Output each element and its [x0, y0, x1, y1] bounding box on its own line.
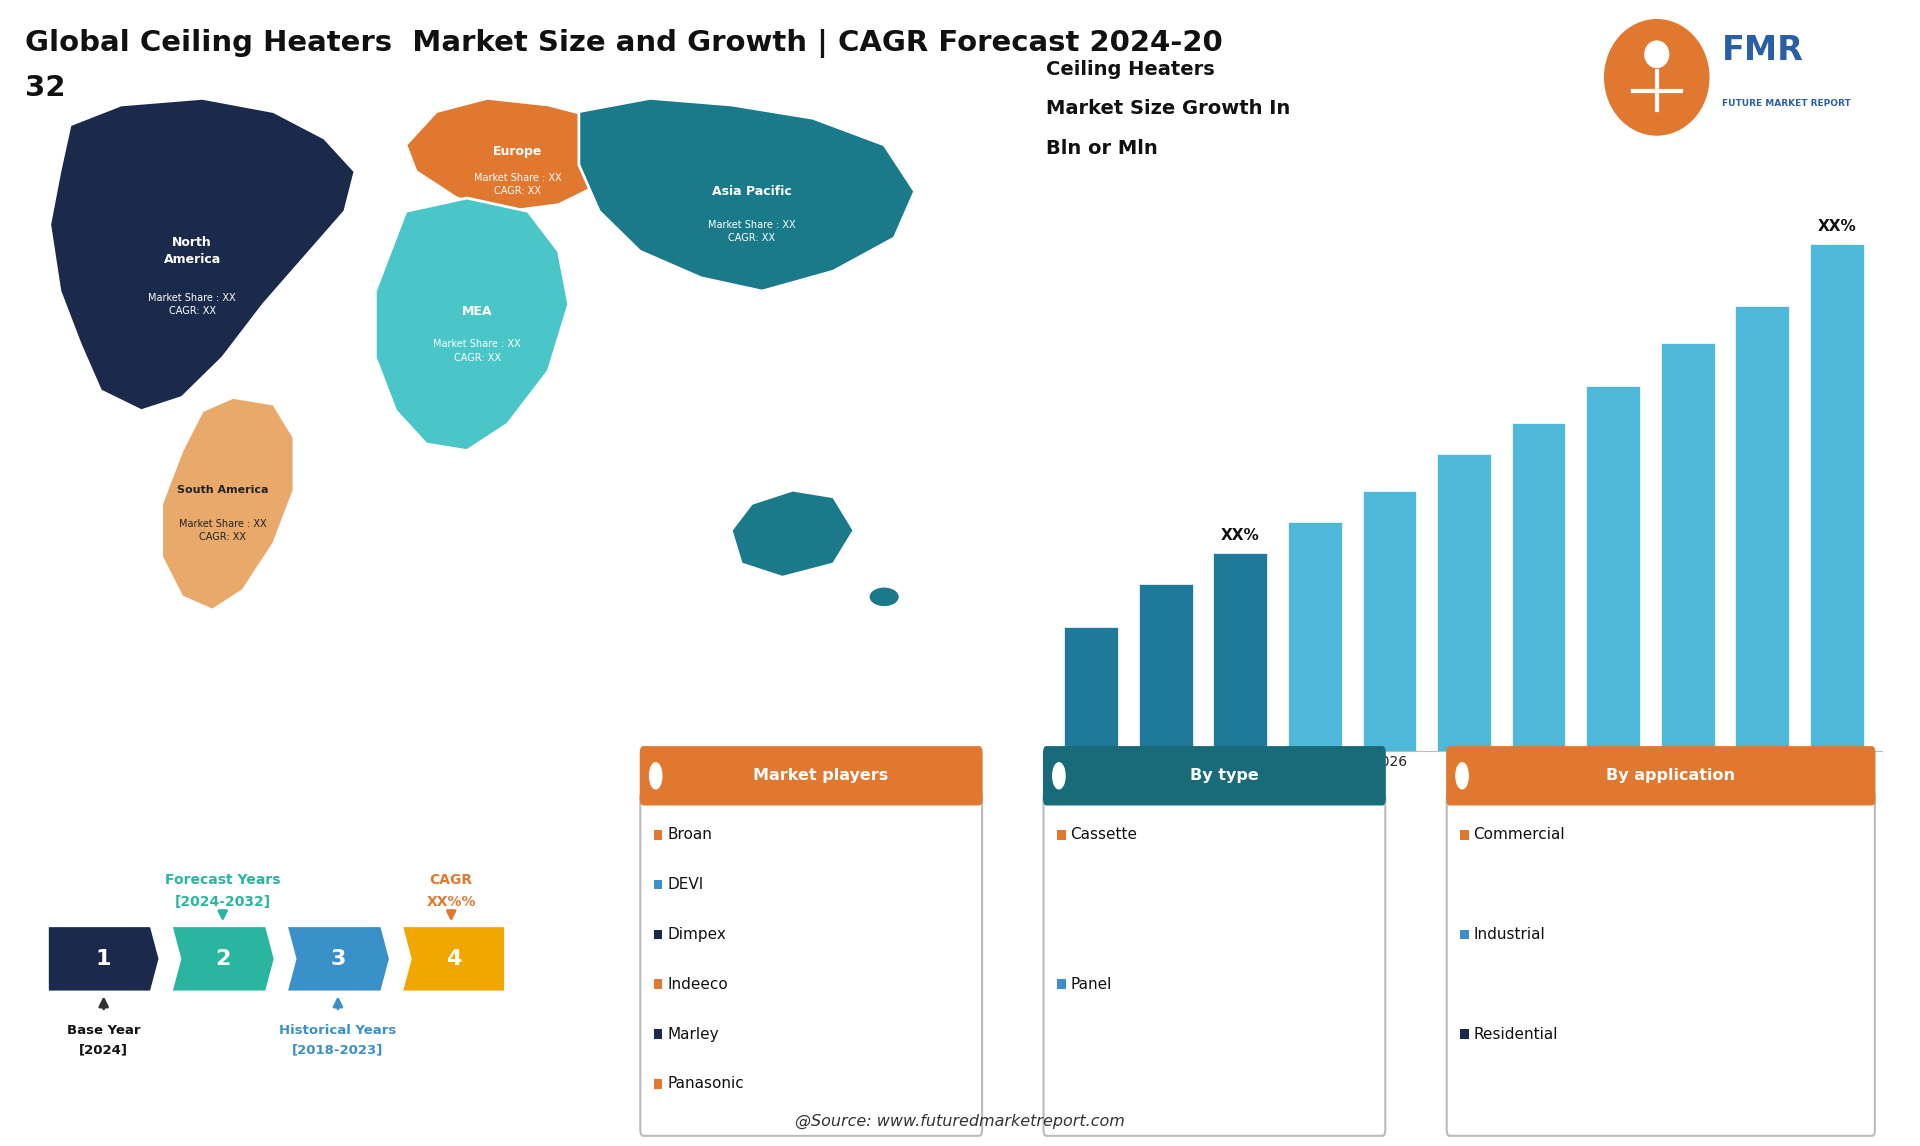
Polygon shape	[171, 926, 275, 991]
Circle shape	[1052, 763, 1066, 788]
Bar	[1288, 521, 1342, 751]
Text: Indeeco: Indeeco	[668, 976, 728, 991]
Text: Cassette: Cassette	[1069, 827, 1137, 842]
Text: 1: 1	[96, 949, 111, 968]
Text: By application: By application	[1605, 768, 1736, 783]
Text: Europe: Europe	[493, 146, 543, 158]
Text: XX%%: XX%%	[426, 895, 476, 909]
Polygon shape	[732, 490, 854, 576]
Text: Commercial: Commercial	[1475, 827, 1565, 842]
Text: 2: 2	[215, 949, 230, 968]
Polygon shape	[580, 99, 914, 291]
Text: [2024]: [2024]	[79, 1044, 129, 1057]
Bar	[1139, 583, 1192, 751]
Polygon shape	[161, 398, 294, 610]
FancyBboxPatch shape	[653, 980, 662, 989]
Circle shape	[870, 587, 899, 607]
FancyBboxPatch shape	[1446, 792, 1874, 1136]
FancyBboxPatch shape	[1056, 830, 1066, 840]
Text: Market Size Growth In: Market Size Growth In	[1046, 99, 1290, 118]
Text: Market Share : XX
CAGR: XX: Market Share : XX CAGR: XX	[474, 173, 563, 196]
FancyBboxPatch shape	[1459, 929, 1469, 940]
Polygon shape	[48, 926, 159, 991]
Text: FUTURE MARKET REPORT: FUTURE MARKET REPORT	[1722, 100, 1851, 108]
FancyBboxPatch shape	[1459, 1029, 1469, 1039]
FancyBboxPatch shape	[1459, 830, 1469, 840]
Text: [2018-2023]: [2018-2023]	[292, 1044, 384, 1057]
Text: Market Share : XX
CAGR: XX: Market Share : XX CAGR: XX	[708, 220, 795, 243]
Text: XX%: XX%	[1818, 219, 1857, 234]
Text: Forecast Years: Forecast Years	[165, 872, 280, 887]
Text: By type: By type	[1190, 768, 1258, 783]
FancyBboxPatch shape	[653, 1029, 662, 1039]
Polygon shape	[405, 99, 620, 211]
Polygon shape	[376, 198, 568, 450]
FancyBboxPatch shape	[653, 929, 662, 940]
Text: CAGR: CAGR	[430, 872, 472, 887]
Text: Asia Pacific: Asia Pacific	[712, 185, 791, 198]
Text: Panel: Panel	[1069, 976, 1112, 991]
Text: 4: 4	[445, 949, 461, 968]
Text: Historical Years: Historical Years	[278, 1023, 397, 1036]
FancyBboxPatch shape	[1446, 746, 1876, 806]
Bar	[1661, 343, 1715, 751]
Bar	[1213, 552, 1267, 751]
FancyBboxPatch shape	[1043, 746, 1386, 806]
Text: Market Share : XX
CAGR: XX: Market Share : XX CAGR: XX	[179, 519, 267, 542]
Circle shape	[1645, 41, 1668, 68]
Text: Market Share : XX
CAGR: XX: Market Share : XX CAGR: XX	[148, 292, 236, 316]
Text: Bln or Mln: Bln or Mln	[1046, 139, 1158, 158]
Text: Base Year: Base Year	[67, 1023, 140, 1036]
Bar	[1511, 423, 1565, 751]
FancyBboxPatch shape	[1056, 980, 1066, 989]
Bar	[1736, 306, 1789, 751]
Text: Market Share : XX
CAGR: XX: Market Share : XX CAGR: XX	[434, 339, 520, 362]
Circle shape	[1605, 19, 1709, 135]
Bar	[1586, 386, 1640, 751]
Text: 3: 3	[330, 949, 346, 968]
FancyBboxPatch shape	[653, 1080, 662, 1089]
Text: Marley: Marley	[668, 1027, 718, 1042]
Text: MEA: MEA	[463, 305, 492, 317]
Circle shape	[649, 763, 662, 788]
Text: Residential: Residential	[1475, 1027, 1559, 1042]
FancyBboxPatch shape	[653, 830, 662, 840]
Polygon shape	[286, 926, 390, 991]
Text: 32: 32	[25, 74, 65, 102]
FancyBboxPatch shape	[1044, 792, 1386, 1136]
Text: FMR: FMR	[1722, 34, 1805, 68]
FancyBboxPatch shape	[653, 880, 662, 889]
Bar	[1363, 490, 1417, 751]
Polygon shape	[401, 926, 505, 991]
Text: Broan: Broan	[668, 827, 712, 842]
FancyBboxPatch shape	[641, 792, 983, 1136]
Text: Industrial: Industrial	[1475, 927, 1546, 942]
Circle shape	[1455, 763, 1469, 788]
Text: Market players: Market players	[753, 768, 889, 783]
FancyBboxPatch shape	[639, 746, 983, 806]
Bar	[1811, 244, 1864, 751]
Text: DEVI: DEVI	[668, 877, 703, 892]
Text: @Source: www.futuredmarketreport.com: @Source: www.futuredmarketreport.com	[795, 1114, 1125, 1129]
Text: Ceiling Heaters: Ceiling Heaters	[1046, 60, 1215, 78]
Text: Dimpex: Dimpex	[668, 927, 726, 942]
Text: South America: South America	[177, 486, 269, 495]
Polygon shape	[50, 99, 355, 410]
Text: XX%: XX%	[1221, 528, 1260, 543]
Bar	[1438, 454, 1490, 751]
Text: North
America: North America	[163, 236, 221, 266]
Text: Global Ceiling Heaters  Market Size and Growth | CAGR Forecast 2024-20: Global Ceiling Heaters Market Size and G…	[25, 29, 1223, 57]
Text: [2024-2032]: [2024-2032]	[175, 895, 271, 909]
Bar	[1064, 627, 1117, 751]
Text: Panasonic: Panasonic	[668, 1076, 743, 1091]
